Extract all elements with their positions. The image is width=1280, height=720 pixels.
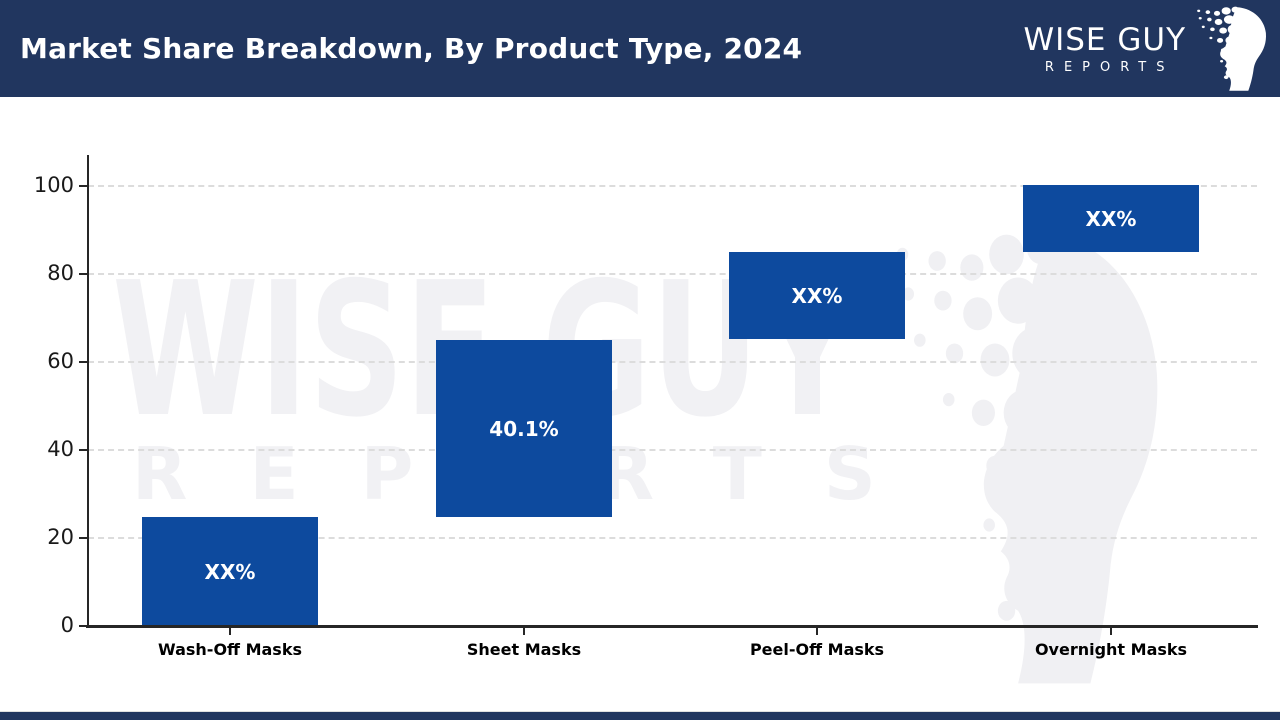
footer-divider — [0, 711, 1280, 712]
gridline-80 — [88, 273, 1257, 275]
gridline-60 — [88, 361, 1257, 363]
y-tickmark-100 — [79, 185, 87, 187]
y-tick-label-40: 40 — [47, 437, 74, 461]
brand-name: WISE GUY — [1023, 22, 1186, 59]
watermark-head-icon — [896, 231, 1158, 684]
y-tickmark-40 — [79, 449, 87, 451]
brand-logo: WISE GUY REPORTS — [1023, 6, 1272, 92]
x-label-wash-off-masks: Wash-Off Masks — [158, 640, 302, 659]
header-band: Market Share Breakdown, By Product Type,… — [0, 0, 1280, 97]
y-tickmark-80 — [79, 273, 87, 275]
y-axis-line — [87, 155, 89, 627]
gridline-100 — [88, 185, 1257, 187]
bar-value-label: XX% — [1085, 206, 1137, 231]
bar-peel-off-masks: XX% — [729, 252, 905, 339]
y-tick-label-20: 20 — [47, 525, 74, 549]
x-label-peel-off-masks: Peel-Off Masks — [749, 640, 885, 659]
y-tickmark-0 — [79, 625, 87, 627]
brand-subtitle: REPORTS — [1044, 59, 1175, 75]
wiseguy-head-icon — [1197, 6, 1267, 91]
y-tick-label-0: 0 — [60, 613, 74, 637]
y-tickmark-60 — [79, 361, 87, 363]
gridline-40 — [88, 449, 1257, 451]
x-tickmark-4 — [1110, 628, 1112, 635]
x-axis-line — [86, 625, 1258, 628]
x-tickmark-3 — [816, 628, 818, 635]
brand-logo-text: WISE GUY REPORTS — [1023, 23, 1186, 75]
footer-band — [0, 712, 1280, 720]
y-tickmark-20 — [79, 537, 87, 539]
y-tick-label-100: 100 — [33, 173, 74, 197]
bar-value-label: 40.1% — [489, 416, 559, 441]
x-tickmark-1 — [229, 628, 231, 635]
bar-overnight-masks: XX% — [1023, 185, 1199, 252]
bar-wash-off-masks: XX% — [142, 517, 318, 626]
x-tickmark-2 — [523, 628, 525, 635]
bar-value-label: XX% — [204, 559, 256, 584]
y-tick-label-80: 80 — [47, 261, 74, 285]
x-label-sheet-masks: Sheet Masks — [466, 640, 582, 659]
page-title: Market Share Breakdown, By Product Type,… — [20, 32, 803, 65]
bar-value-label: XX% — [791, 283, 843, 308]
bar-sheet-masks: 40.1% — [436, 340, 612, 517]
y-tick-label-60: 60 — [47, 349, 74, 373]
x-label-overnight-masks: Overnight Masks — [1034, 640, 1188, 659]
gridline-20 — [88, 537, 1257, 539]
